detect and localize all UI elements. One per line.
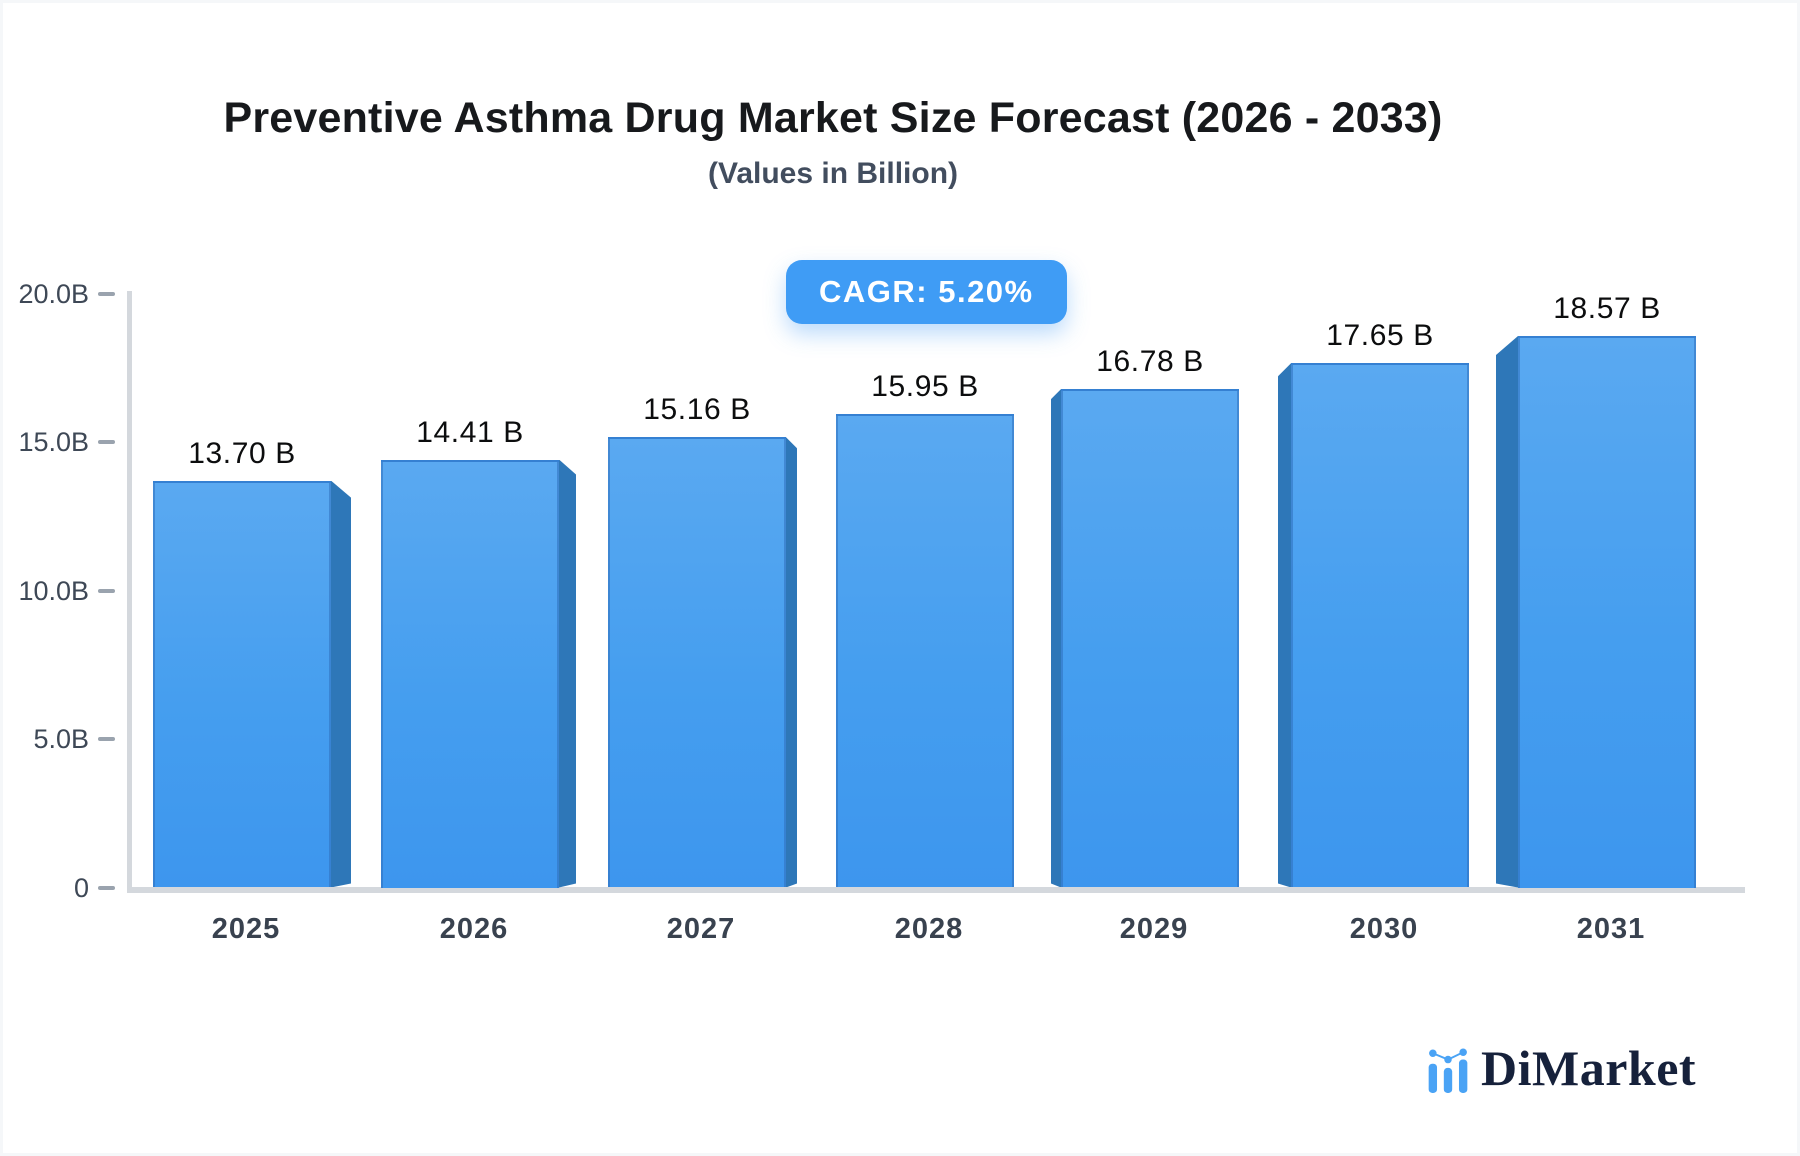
x-axis-category-label: 2030 [1349, 913, 1419, 945]
bar [381, 459, 559, 888]
bar-value-label: 18.57 B [1553, 292, 1661, 325]
bar-side-3d [1496, 336, 1518, 888]
bar [1291, 363, 1469, 888]
brand-logo: DiMarket [1427, 1043, 1696, 1093]
bar [153, 480, 331, 888]
y-axis-tick-mark [98, 737, 115, 741]
y-axis-tick-label: 5.0B [33, 724, 89, 754]
bar [836, 413, 1014, 888]
x-axis-category-label: 2031 [1576, 913, 1646, 945]
y-axis-tick-mark [98, 291, 115, 296]
bar [608, 437, 786, 888]
y-axis-tick-mark [98, 440, 115, 444]
chart-subtitle: (Values in Billion) [707, 157, 959, 190]
title-block: Preventive Asthma Drug Market Size Forec… [3, 91, 1663, 193]
bar [1518, 336, 1696, 888]
bar-value-label: 13.70 B [188, 436, 296, 470]
x-axis-category-label: 2028 [894, 913, 964, 945]
plot-area: 20.0B 15.0B 10.0B 5.0B 0 13.70 B 2025 14.41 B 20… [3, 3, 1797, 1153]
bar-side-3d [1051, 389, 1061, 887]
bar-value-label: 16.78 B [1096, 345, 1204, 379]
bar-side-3d [331, 481, 351, 888]
y-axis-tick-mark [98, 588, 115, 593]
y-axis-tick-mark [98, 885, 115, 890]
x-axis-line [127, 887, 1745, 893]
bar-value-label: 15.95 B [871, 369, 979, 403]
x-axis-category-label: 2027 [666, 913, 736, 945]
y-axis-tick-label: 10.0B [18, 575, 89, 606]
bar-side-3d [559, 460, 576, 888]
x-axis-category-label: 2029 [1119, 913, 1189, 945]
y-axis-tick-label: 20.0B [18, 278, 89, 309]
bar [1061, 389, 1239, 888]
y-axis-tick-label: 15.0B [18, 427, 89, 457]
bar-value-label: 15.16 B [643, 393, 751, 427]
x-axis-category-label: 2025 [211, 913, 281, 945]
x-axis-category-label: 2026 [439, 913, 509, 945]
bar-side-3d [1278, 363, 1291, 887]
bar-side-3d [786, 437, 797, 887]
y-axis-tick-label: 0 [73, 872, 89, 903]
y-axis-line [127, 291, 132, 893]
bar-chart-logo-icon [1428, 1048, 1468, 1093]
chart-title: Preventive Asthma Drug Market Size Forec… [223, 94, 1443, 142]
cagr-badge-label: CAGR: 5.20% [819, 274, 1034, 309]
cagr-badge: CAGR: 5.20% [786, 260, 1067, 324]
bar-value-label: 14.41 B [416, 415, 524, 449]
bar-value-label: 17.65 B [1326, 319, 1434, 353]
brand-logo-text: DiMarket [1481, 1040, 1697, 1096]
